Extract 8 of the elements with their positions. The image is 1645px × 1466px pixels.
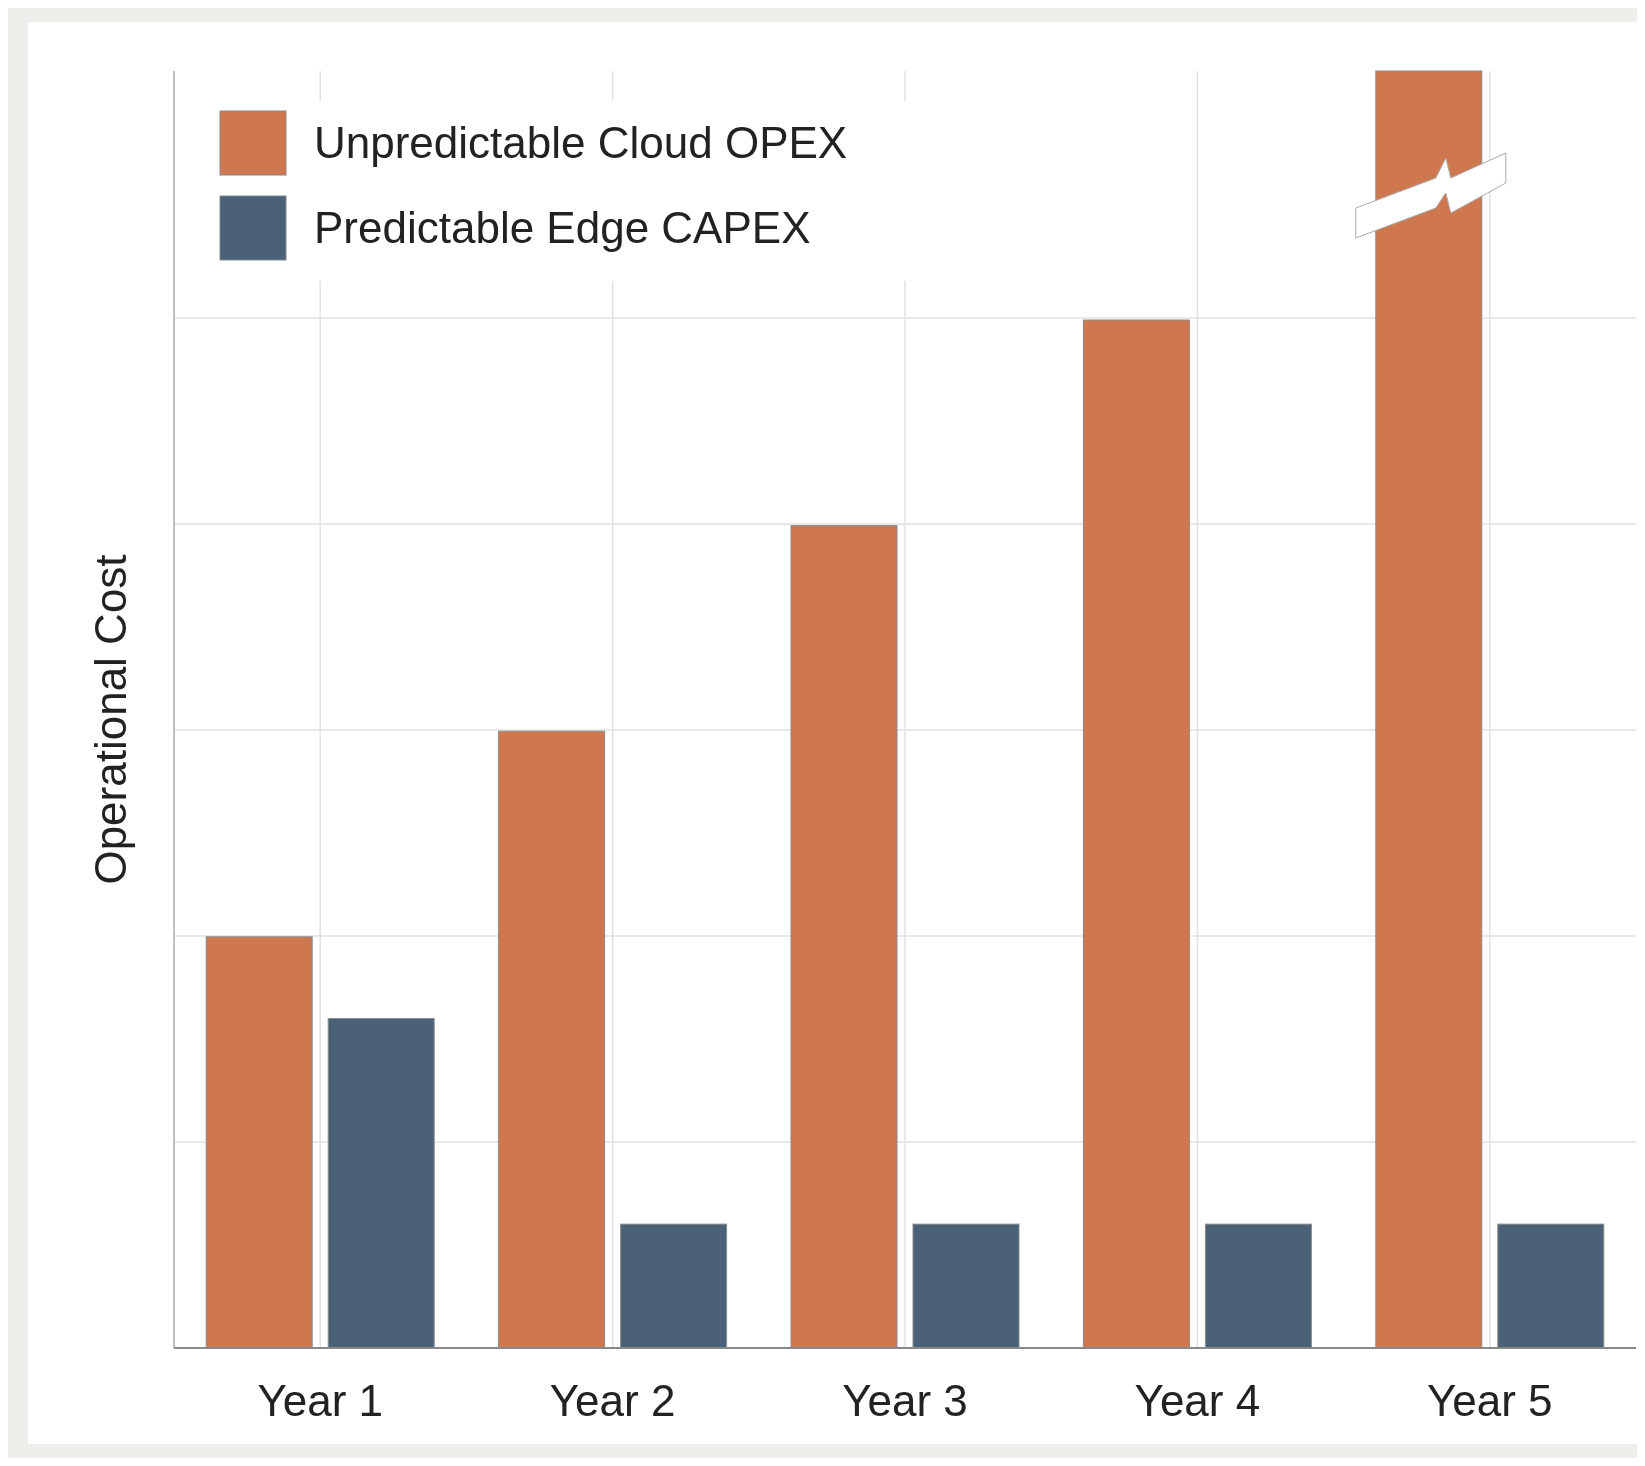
x-tick-label: Year 1: [257, 1376, 383, 1425]
y-axis-title: Operational Cost: [86, 554, 135, 885]
x-tick-label: Year 2: [549, 1376, 676, 1425]
x-tick-label: Year 5: [1427, 1376, 1553, 1425]
legend-label: Predictable Edge CAPEX: [314, 203, 811, 252]
legend-label: Unpredictable Cloud OPEX: [314, 118, 848, 167]
x-tick-label: Year 3: [842, 1376, 968, 1425]
x-tick-label: Year 4: [1134, 1376, 1261, 1425]
